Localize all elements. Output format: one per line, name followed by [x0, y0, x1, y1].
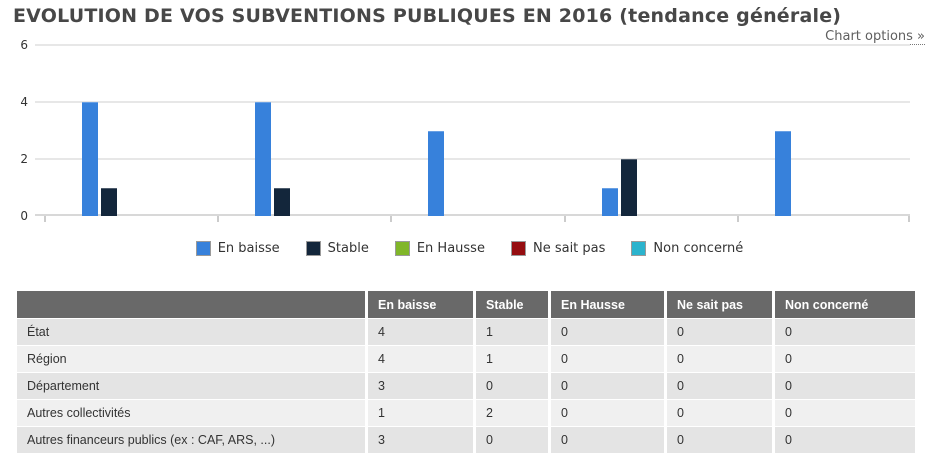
bar-en-baisse-etat	[82, 102, 98, 216]
legend-item-stable: Stable	[305, 241, 369, 256]
legend-label: Ne sait pas	[532, 241, 606, 256]
gridline-y2	[35, 158, 910, 160]
x-axis-tick	[736, 216, 739, 222]
chart-options-link[interactable]: Chart options »	[825, 29, 925, 45]
table-header-cell-rowlabels	[17, 291, 365, 318]
value-cell: 0	[476, 427, 548, 453]
value-cell: 0	[775, 373, 915, 399]
page-title: EVOLUTION DE VOS SUBVENTIONS PUBLIQUES E…	[13, 5, 842, 27]
y-axis: 0 2 4 6	[0, 38, 36, 223]
bar-en-baisse-region	[255, 102, 272, 216]
bar-en-baisse-departement	[428, 130, 445, 216]
legend-swatch-ne-sait-pas	[510, 241, 526, 256]
table-row-autres-financeurs-publics-ex-caf-ars: Autres financeurs publics (ex : CAF, ARS…	[17, 427, 915, 453]
value-cell: 0	[667, 346, 772, 372]
value-cell: 0	[775, 319, 915, 345]
row-label-cell: Région	[17, 346, 365, 372]
x-axis-tick	[44, 216, 46, 222]
value-cell: 0	[775, 400, 915, 426]
value-cell: 0	[551, 427, 664, 453]
legend-item-en-baisse: En baisse	[195, 241, 280, 256]
table-header-cell-stable: Stable	[476, 291, 548, 318]
legend-label: Stable	[327, 241, 369, 256]
results-table: En baisse Stable En Hausse Ne sait pas Non c…	[14, 290, 918, 454]
x-axis-tick	[390, 216, 393, 222]
results-table-wrap: En baisse Stable En Hausse Ne sait pas Non c…	[14, 290, 918, 454]
gridline-y6	[35, 44, 910, 46]
value-cell: 1	[368, 400, 473, 426]
chart-legend: En baisse Stable En Hausse Ne sait pas Non c…	[0, 241, 939, 256]
legend-swatch-stable	[305, 241, 321, 256]
bar-stable-region	[274, 187, 291, 216]
table-header-cell-non-concerne: Non concerné	[775, 291, 915, 318]
y-tick-label-0: 0	[20, 209, 28, 223]
value-cell: 3	[368, 373, 473, 399]
value-cell: 2	[476, 400, 548, 426]
table-header-cell-en-hausse: En Hausse	[551, 291, 664, 318]
plot-area	[35, 44, 910, 222]
legend-label: Non concerné	[653, 241, 744, 256]
value-cell: 0	[667, 319, 772, 345]
value-cell: 0	[667, 373, 772, 399]
y-tick-label-6: 6	[20, 38, 28, 52]
table-header-cell-en-baisse: En baisse	[368, 291, 473, 318]
value-cell: 0	[476, 373, 548, 399]
x-axis-tick	[563, 216, 566, 222]
x-axis-tick	[908, 216, 910, 222]
value-cell: 4	[368, 319, 473, 345]
table-row-autres-collectivites: Autres collectivités 1 2 0 0 0	[17, 400, 915, 426]
legend-swatch-en-hausse	[394, 241, 410, 256]
row-label-cell: Autres financeurs publics (ex : CAF, ARS…	[17, 427, 365, 453]
value-cell: 0	[667, 400, 772, 426]
table-body: État 4 1 0 0 0 Région 4 1 0 0 0 Département 3 0 0 0 0 Autr…	[17, 319, 915, 453]
value-cell: 0	[551, 319, 664, 345]
value-cell: 0	[667, 427, 772, 453]
legend-label: En Hausse	[416, 241, 485, 256]
table-row-region: Région 4 1 0 0 0	[17, 346, 915, 372]
legend-label: En baisse	[217, 241, 280, 256]
legend-item-en-hausse: En Hausse	[394, 241, 485, 256]
legend-swatch-en-baisse	[195, 241, 211, 256]
bar-en-baisse-autres-financeurs-publics-ex-caf-ars	[774, 130, 791, 216]
value-cell: 1	[476, 319, 548, 345]
y-tick-label-2: 2	[20, 152, 28, 166]
x-axis-line	[35, 214, 910, 216]
value-cell: 3	[368, 427, 473, 453]
bar-stable-autres-collectivites	[620, 159, 637, 216]
value-cell: 0	[551, 373, 664, 399]
legend-swatch-non-concerne	[631, 241, 647, 256]
value-cell: 4	[368, 346, 473, 372]
value-cell: 1	[476, 346, 548, 372]
value-cell: 0	[551, 346, 664, 372]
bar-en-baisse-autres-collectivites	[601, 187, 618, 216]
bar-stable-etat	[101, 187, 118, 216]
table-row-departement: Département 3 0 0 0 0	[17, 373, 915, 399]
table-header-row: En baisse Stable En Hausse Ne sait pas Non c…	[17, 291, 915, 318]
row-label-cell: État	[17, 319, 365, 345]
legend-item-non-concerne: Non concerné	[631, 241, 743, 256]
row-label-cell: Autres collectivités	[17, 400, 365, 426]
x-axis-tick	[217, 216, 220, 222]
value-cell: 0	[775, 427, 915, 453]
legend-item-ne-sait-pas: Ne sait pas	[510, 241, 606, 256]
y-tick-label-4: 4	[20, 95, 28, 109]
gridline-y4	[35, 101, 910, 103]
value-cell: 0	[775, 346, 915, 372]
table-row-etat: État 4 1 0 0 0	[17, 319, 915, 345]
row-label-cell: Département	[17, 373, 365, 399]
table-head: En baisse Stable En Hausse Ne sait pas Non c…	[17, 291, 915, 318]
value-cell: 0	[551, 400, 664, 426]
table-header-cell-ne-sait-pas: Ne sait pas	[667, 291, 772, 318]
